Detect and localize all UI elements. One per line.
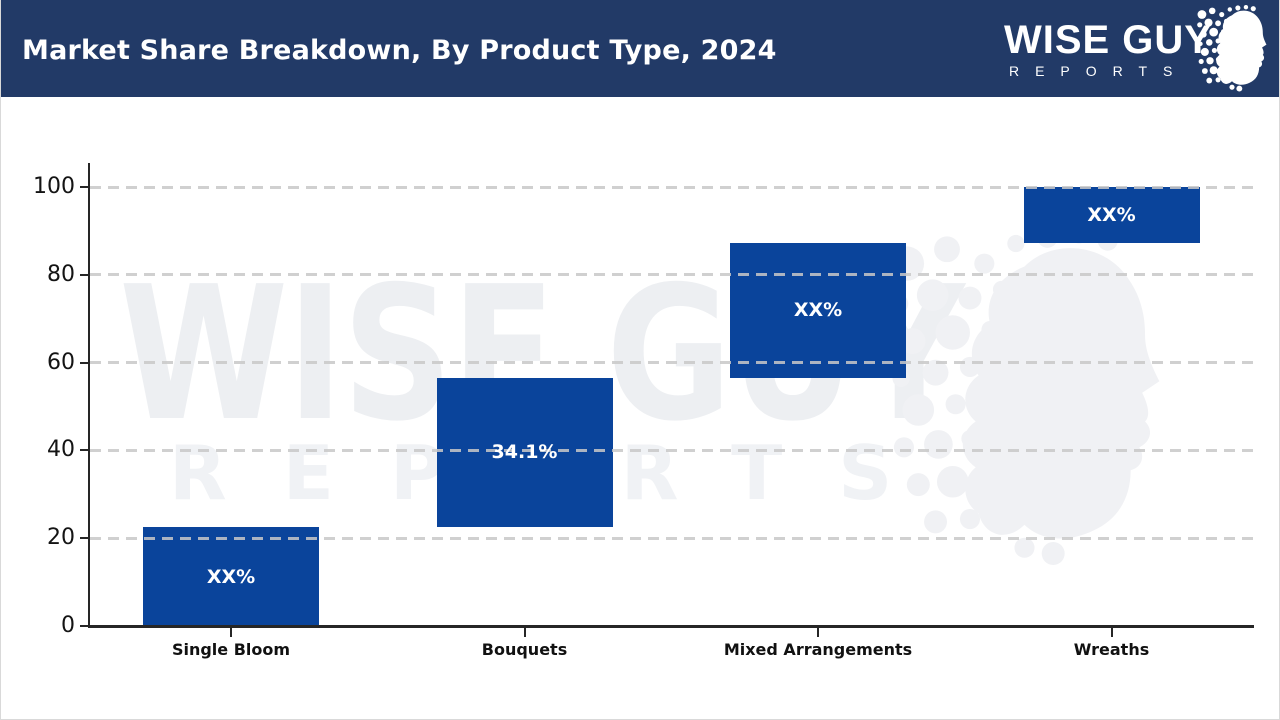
bar-single-bloom bbox=[143, 527, 319, 626]
bar-bouquets bbox=[436, 377, 613, 528]
x-category-label-wreaths: Wreaths bbox=[1073, 640, 1150, 659]
logo-subtext: REPORTS bbox=[1008, 63, 1189, 79]
gridline-y60 bbox=[90, 361, 1254, 365]
bar-value-label-bouquets: 34.1% bbox=[491, 441, 558, 464]
y-tick-label-80: 80 bbox=[47, 261, 75, 287]
brand-logo-text: WISE GUY REPORTS bbox=[1004, 20, 1212, 78]
gridline-y20 bbox=[90, 536, 1254, 540]
bar-value-label-single-bloom: XX% bbox=[206, 565, 256, 588]
y-tick-label-100: 100 bbox=[33, 174, 75, 199]
waterfall-chart: WISE GUY REPORTS 020406080100XX%34.1%XX%… bbox=[1, 97, 1279, 719]
x-category-label-single-bloom: Single Bloom bbox=[171, 640, 291, 659]
x-axis-line bbox=[88, 625, 1254, 628]
y-axis-tick-40 bbox=[80, 449, 89, 452]
bar-wreaths bbox=[1023, 187, 1200, 244]
y-axis-tick-60 bbox=[80, 361, 89, 364]
y-axis-tick-20 bbox=[80, 537, 89, 540]
header: Market Share Breakdown, By Product Type,… bbox=[1, 0, 1279, 97]
y-axis-tick-100 bbox=[80, 186, 89, 188]
x-category-label-mixed-arrangements: Mixed Arrangements bbox=[723, 640, 913, 659]
chart-title: Market Share Breakdown, By Product Type,… bbox=[22, 35, 777, 66]
bar-value-label-wreaths: XX% bbox=[1087, 204, 1136, 227]
x-axis-tick-bouquets bbox=[523, 628, 526, 637]
y-axis-tick-0 bbox=[80, 625, 89, 627]
y-tick-label-40: 40 bbox=[47, 437, 75, 463]
x-category-label-bouquets: Bouquets bbox=[481, 640, 568, 659]
x-axis-tick-single-bloom bbox=[230, 628, 232, 637]
y-tick-label-0: 0 bbox=[61, 613, 75, 638]
logo-dot-face-icon bbox=[1197, 5, 1267, 92]
watermark-dot-face-icon bbox=[888, 226, 1160, 565]
gridline-y100 bbox=[90, 185, 1254, 189]
x-axis-tick-mixed-arrangements bbox=[817, 628, 819, 637]
bar-value-label-mixed-arrangements: XX% bbox=[793, 299, 843, 322]
gridline-y80 bbox=[90, 273, 1254, 277]
y-tick-label-60: 60 bbox=[47, 349, 75, 375]
y-axis-tick-80 bbox=[80, 273, 89, 276]
y-tick-label-20: 20 bbox=[47, 525, 75, 551]
brand-logo: WISE GUY REPORTS bbox=[1004, 4, 1270, 94]
bar-mixed-arrangements bbox=[730, 243, 906, 378]
x-axis-tick-wreaths bbox=[1110, 628, 1113, 637]
y-axis-line bbox=[88, 163, 90, 627]
logo-wordmark: WISE GUY bbox=[1003, 18, 1212, 62]
gridline-y40 bbox=[90, 448, 1254, 452]
